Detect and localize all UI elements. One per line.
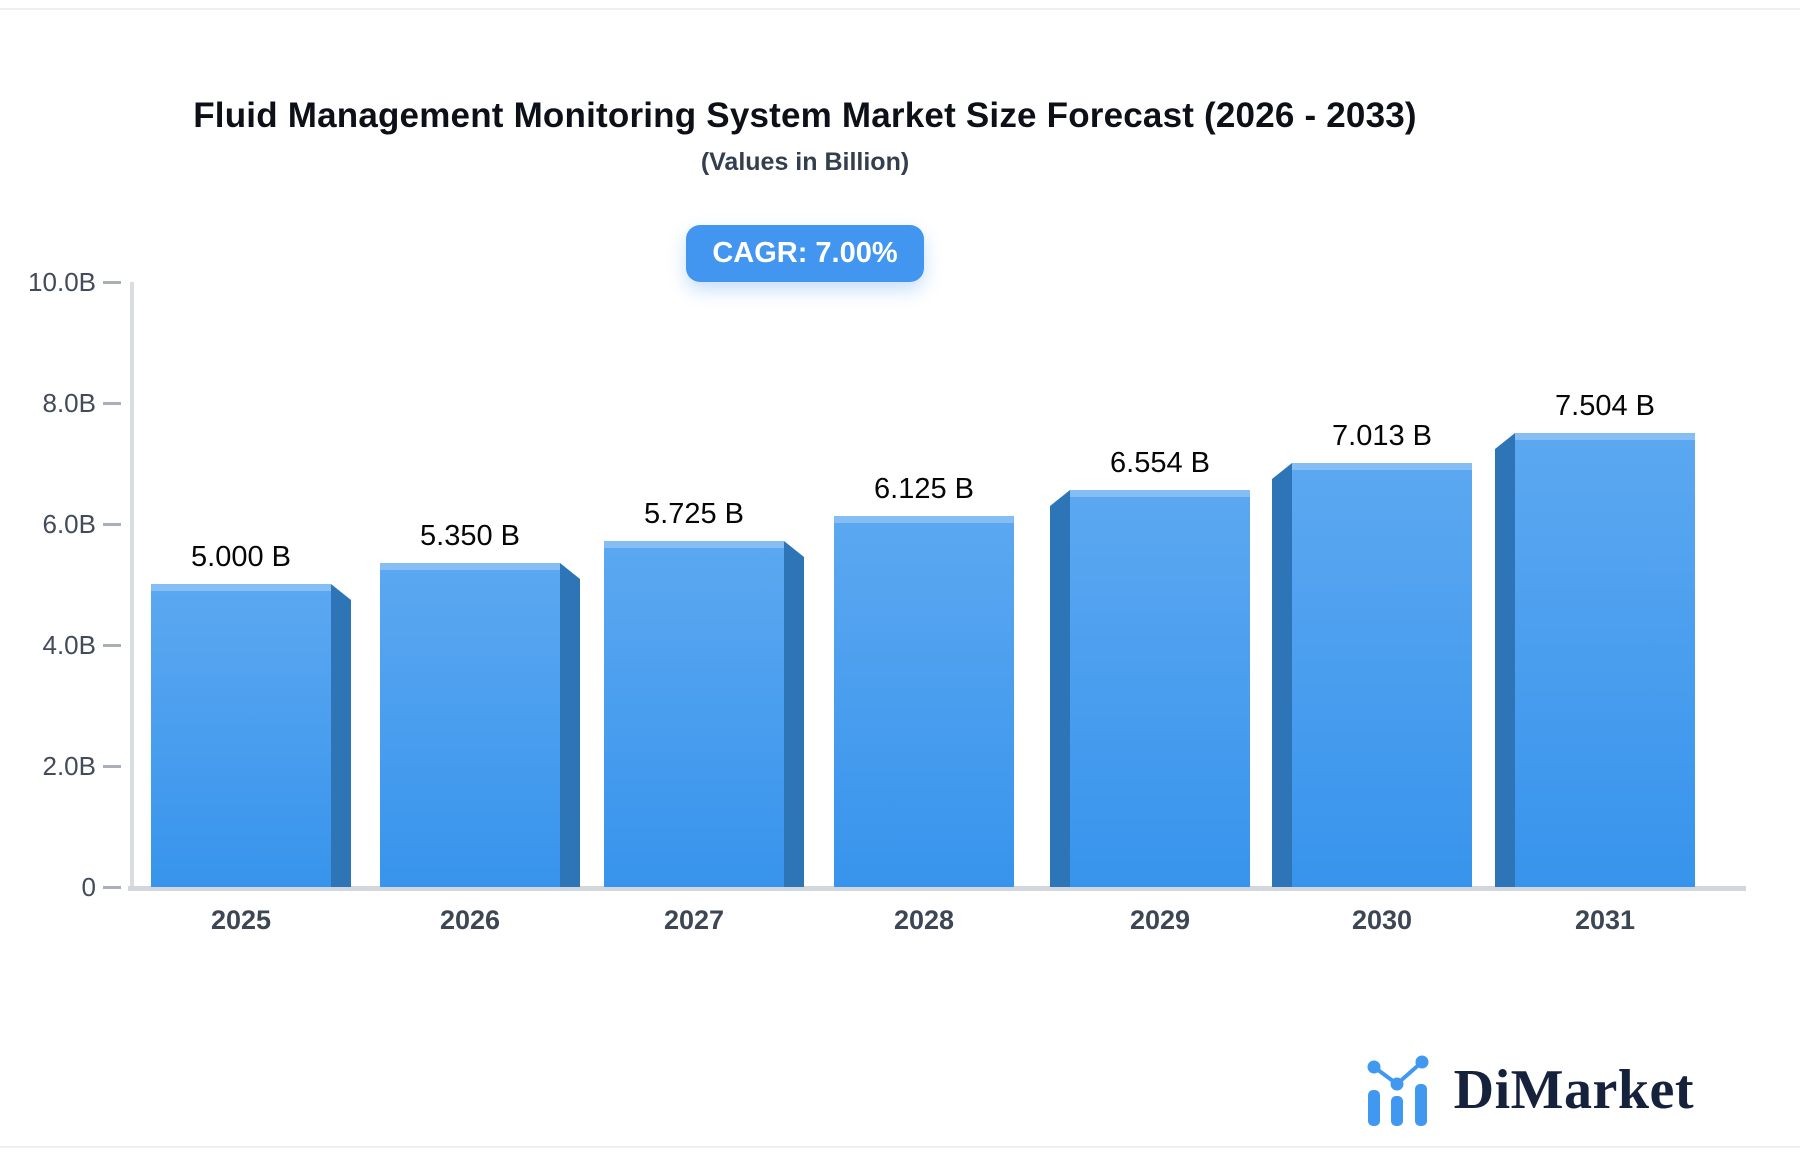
x-axis-label-2029: 2029 xyxy=(1129,905,1191,935)
y-tick-mark xyxy=(103,886,121,889)
bar-front-face xyxy=(1292,463,1472,887)
y-tick-label: 10.0B xyxy=(28,267,96,297)
top-border xyxy=(0,8,1800,10)
y-axis-line xyxy=(130,282,134,890)
bar-value-label: 6.125 B xyxy=(874,473,974,505)
bar-front-face xyxy=(604,541,784,887)
bar-2025 xyxy=(151,584,351,887)
bar-top-highlight xyxy=(151,584,331,591)
y-tick-label: 8.0B xyxy=(42,388,97,418)
bar-2029 xyxy=(1050,490,1250,887)
bar-2026 xyxy=(380,563,580,887)
bar-side-face xyxy=(1495,433,1515,887)
x-axis-label-2027: 2027 xyxy=(663,905,725,935)
x-axis-label-2025: 2025 xyxy=(210,905,272,935)
bar-top-highlight xyxy=(380,563,560,570)
bar-side-face xyxy=(560,563,580,887)
logo-text: DiMarket xyxy=(1453,1059,1694,1121)
bar-front-face xyxy=(1070,490,1250,887)
bar-2031 xyxy=(1495,433,1695,887)
bar-front-face xyxy=(380,563,560,887)
bar-front-face xyxy=(834,516,1014,887)
bar-top-highlight xyxy=(1292,463,1472,470)
bottom-border xyxy=(0,1146,1800,1148)
cagr-badge: CAGR: 7.00% xyxy=(686,225,924,282)
bar-value-label: 5.350 B xyxy=(420,520,520,552)
y-tick-label: 0 xyxy=(81,872,96,902)
y-tick-mark xyxy=(103,281,121,284)
bar-2028 xyxy=(834,516,1014,887)
y-tick-mark xyxy=(103,765,121,768)
bar-value-label: 6.554 B xyxy=(1110,447,1210,479)
bar-2030 xyxy=(1272,463,1472,887)
y-tick-mark xyxy=(103,644,121,647)
y-tick-mark xyxy=(103,523,121,526)
x-axis-line xyxy=(128,886,1746,891)
x-axis-label-2026: 2026 xyxy=(439,905,501,935)
bar-value-label: 5.725 B xyxy=(644,498,744,530)
y-tick-label: 4.0B xyxy=(42,630,97,660)
bar-top-highlight xyxy=(1070,490,1250,497)
bar-front-face xyxy=(1515,433,1695,887)
x-axis-label-2031: 2031 xyxy=(1574,905,1636,935)
y-tick-mark xyxy=(103,402,121,405)
x-axis-label-2028: 2028 xyxy=(893,905,955,935)
bar-value-label: 7.013 B xyxy=(1332,420,1432,452)
bar-2027 xyxy=(604,541,804,887)
bar-top-highlight xyxy=(1515,433,1695,440)
dimarket-logo: DiMarket xyxy=(1366,1054,1694,1126)
y-tick-label: 6.0B xyxy=(42,509,97,539)
y-tick-label: 2.0B xyxy=(42,751,97,781)
bar-chart-logo-icon xyxy=(1367,1055,1429,1126)
bar-side-face xyxy=(1050,490,1070,887)
chart-subtitle: (Values in Billion) xyxy=(700,148,910,176)
bar-value-label: 5.000 B xyxy=(191,541,291,573)
bar-top-highlight xyxy=(834,516,1014,523)
bar-side-face xyxy=(331,584,351,887)
bar-front-face xyxy=(151,584,331,887)
bar-side-face xyxy=(784,541,804,887)
bar-side-face xyxy=(1272,463,1292,887)
chart-title: Fluid Management Monitoring System Marke… xyxy=(193,96,1417,135)
x-axis-label-2030: 2030 xyxy=(1351,905,1413,935)
bar-top-highlight xyxy=(604,541,784,548)
bar-value-label: 7.504 B xyxy=(1555,390,1655,422)
